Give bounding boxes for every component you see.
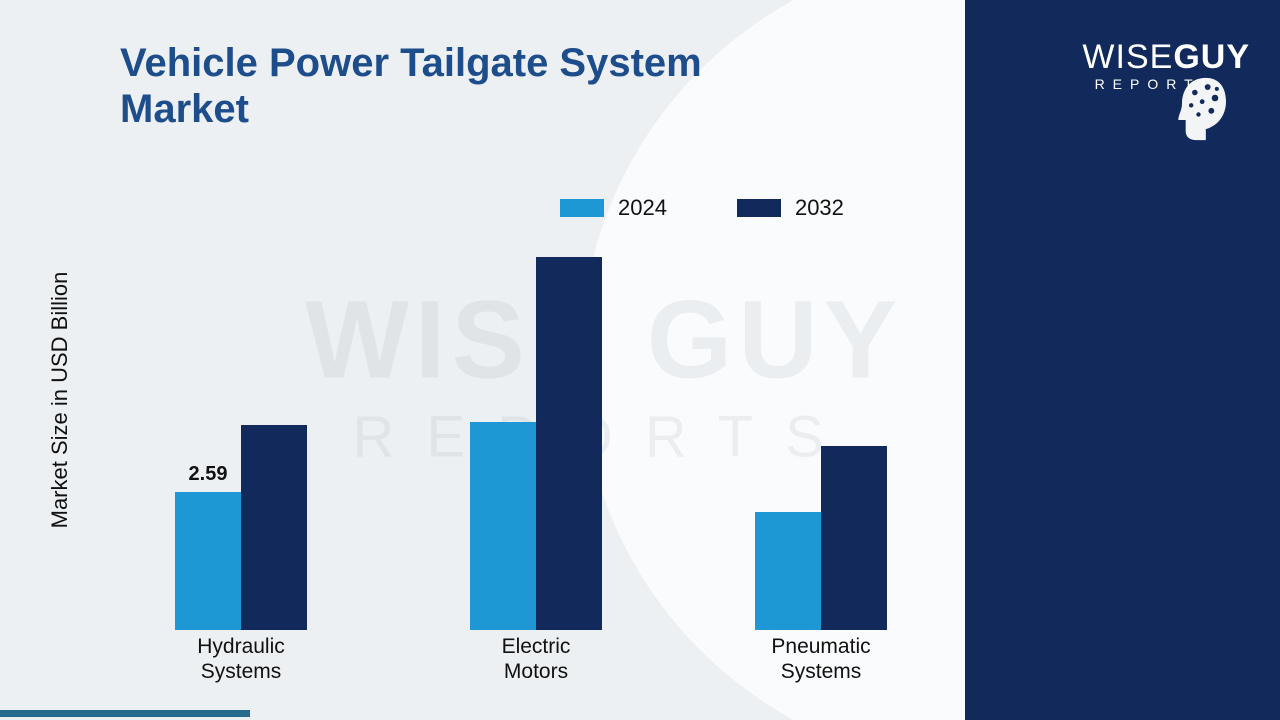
legend: 2024 2032 <box>560 195 844 221</box>
brand-word1: WISE <box>1082 38 1173 76</box>
bar-2024 <box>175 492 241 630</box>
y-axis-label: Market Size in USD Billion <box>47 272 73 529</box>
x-axis-category-label: ElectricMotors <box>436 634 636 684</box>
legend-item-2024: 2024 <box>560 195 667 221</box>
legend-swatch-2032 <box>737 199 781 217</box>
x-axis-category-label: HydraulicSystems <box>141 634 341 684</box>
bar-2032 <box>241 425 307 630</box>
bar-2032 <box>536 257 602 630</box>
footer-accent-bar <box>0 710 250 717</box>
bar-2032 <box>821 446 887 630</box>
chart-canvas: WISE GUY REPORTS WISEGUY REPORTS Vehicle… <box>0 0 1280 720</box>
bar-2024 <box>755 512 821 630</box>
brand-head-icon <box>1176 76 1232 142</box>
plot-area: 2.59 <box>115 230 965 630</box>
chart-area: 2.59 HydraulicSystemsElectricMotorsPneum… <box>115 230 965 650</box>
brand-word2: GUY <box>1173 38 1250 76</box>
legend-label-2024: 2024 <box>618 195 667 221</box>
chart-title: Vehicle Power Tailgate System Market <box>120 40 760 132</box>
brand-logo: WISEGUY REPORTS <box>980 40 1250 92</box>
bar-value-label: 2.59 <box>165 463 251 486</box>
bar-2024 <box>470 422 536 630</box>
brand-name: WISEGUY <box>980 40 1250 74</box>
brand-panel <box>965 0 1280 720</box>
legend-label-2032: 2032 <box>795 195 844 221</box>
legend-swatch-2024 <box>560 199 604 217</box>
legend-item-2032: 2032 <box>737 195 844 221</box>
x-axis-category-label: PneumaticSystems <box>721 634 921 684</box>
